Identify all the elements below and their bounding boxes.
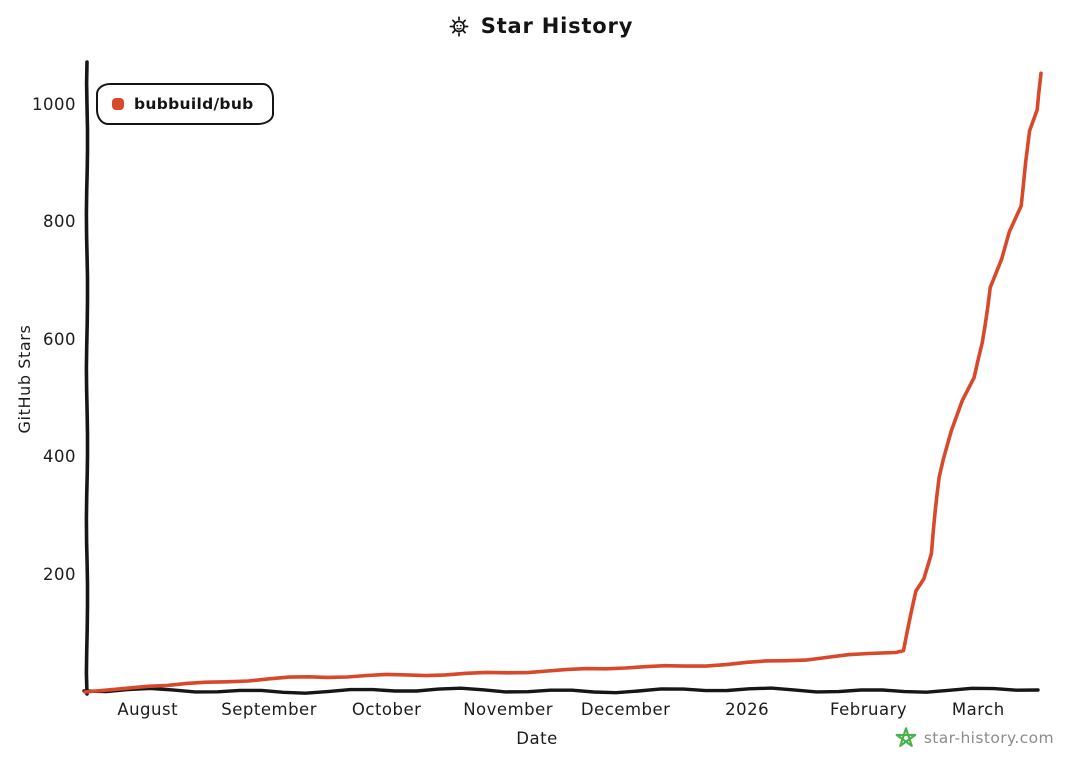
x-tick-label: February	[830, 700, 908, 719]
y-tick-label: 400	[43, 447, 76, 467]
x-tick-label: September	[221, 700, 317, 719]
series-line-bubbuild-bub	[83, 71, 1043, 694]
watermark-link[interactable]: star-history.com	[895, 727, 1054, 749]
legend: bubbuild/bub	[96, 83, 274, 125]
x-tick-label: March	[951, 700, 1005, 719]
y-tick-label: 600	[43, 329, 76, 349]
x-tick-label: October	[351, 700, 422, 719]
x-tick-label: August	[117, 700, 179, 719]
star-icon	[895, 727, 917, 749]
y-tick-label: 200	[43, 564, 76, 584]
sun-face-icon	[447, 14, 471, 38]
x-tick-label: November	[463, 700, 554, 719]
legend-label: bubbuild/bub	[134, 95, 254, 113]
chart-title: Star History	[0, 14, 1080, 38]
legend-marker	[112, 98, 124, 110]
x-tick-label: 2026	[725, 700, 770, 719]
y-axis-line	[84, 60, 90, 696]
y-tick-label: 1000	[32, 95, 76, 114]
y-tick-label: 800	[43, 212, 76, 232]
chart-title-text: Star History	[480, 14, 634, 38]
x-axis-line	[82, 686, 1040, 695]
watermark-text: star-history.com	[923, 729, 1054, 747]
x-tick-label: December	[580, 700, 671, 719]
x-axis-title: Date	[516, 729, 558, 748]
